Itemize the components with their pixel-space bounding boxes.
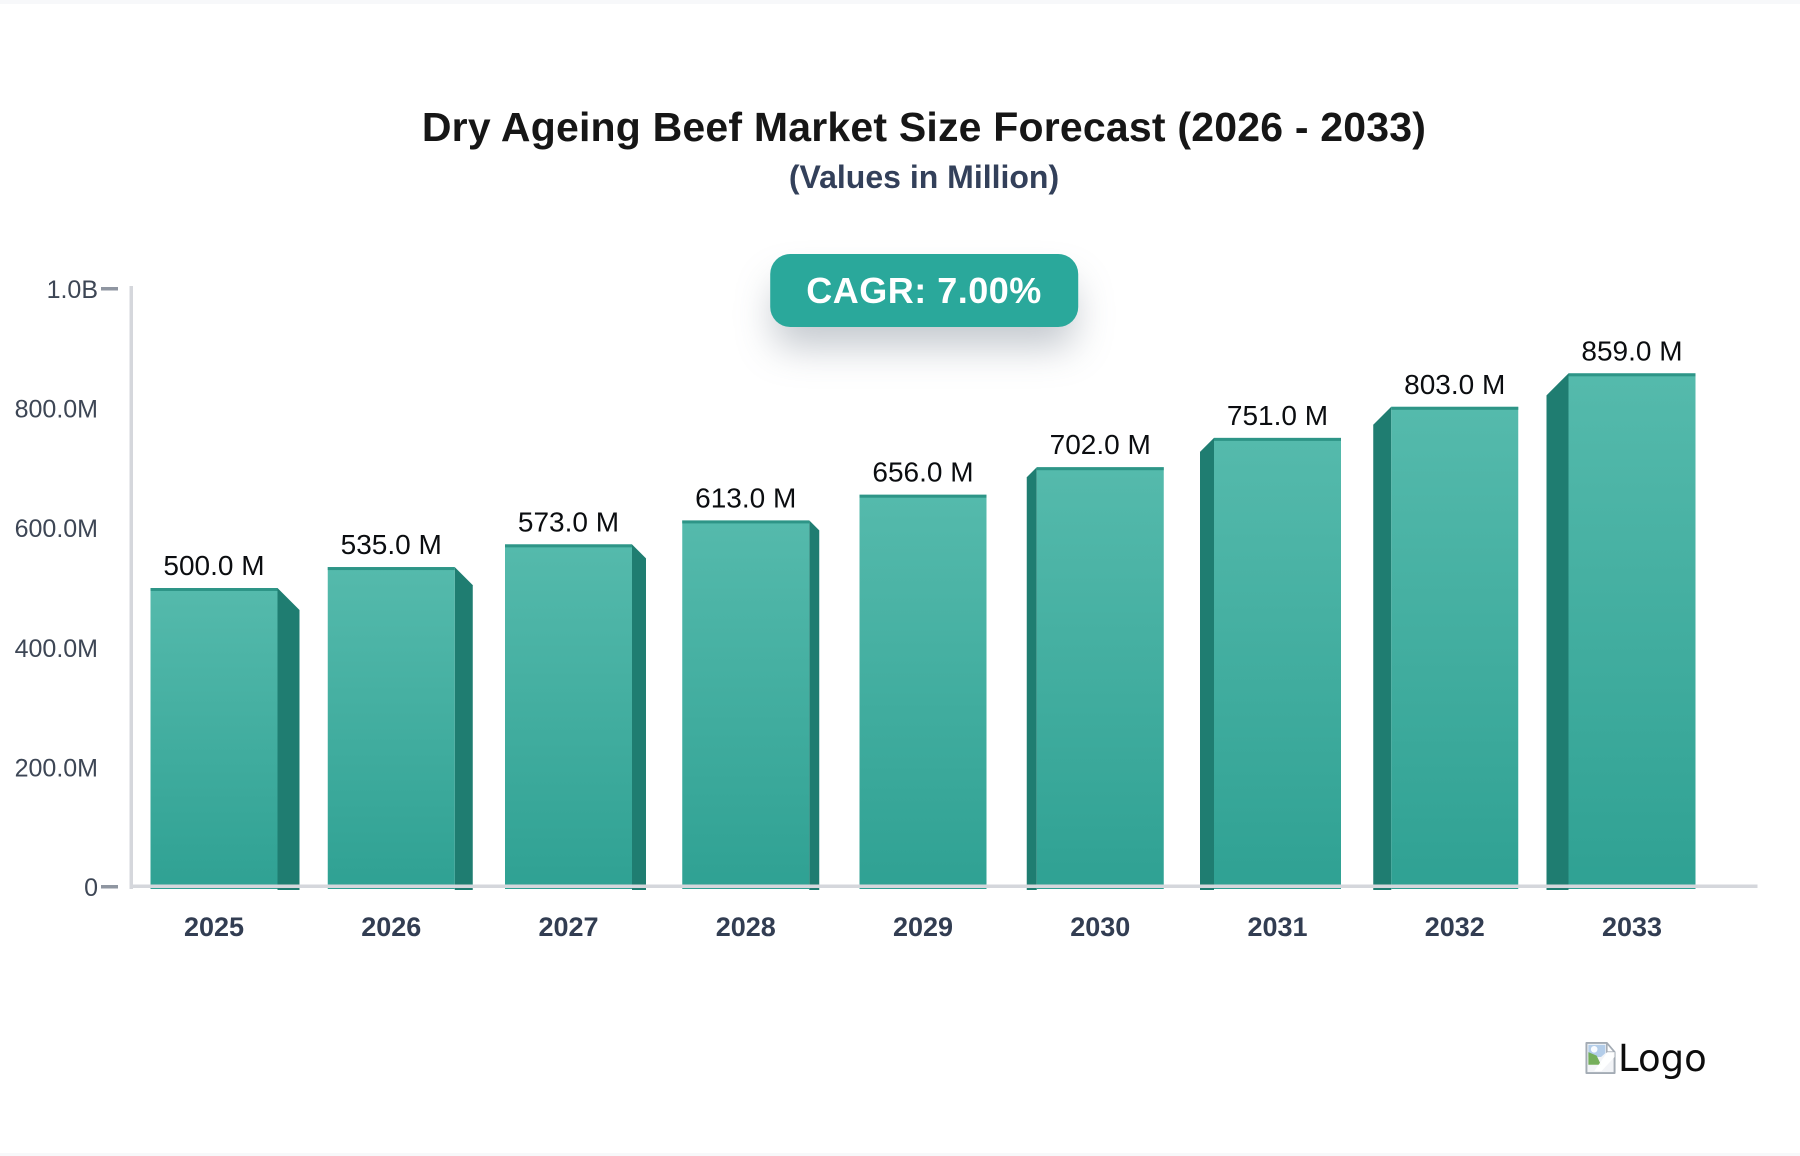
bar-front-face bbox=[859, 494, 987, 889]
bar-top-edge bbox=[1036, 467, 1164, 471]
bar-side-face bbox=[809, 520, 820, 890]
bar-front-face bbox=[1036, 467, 1164, 889]
value-label-2026: 535.0 M bbox=[341, 529, 442, 560]
bar-top-edge bbox=[1214, 437, 1341, 441]
bar-2026 bbox=[327, 567, 473, 890]
x-tick-label-2031: 2031 bbox=[1247, 912, 1307, 942]
bar-top-edge bbox=[859, 494, 987, 498]
bar-2025 bbox=[150, 588, 300, 890]
value-label-2027: 573.0 M bbox=[518, 506, 619, 537]
bar-side-face bbox=[1546, 373, 1569, 890]
y-tick-label-800.0M: 800.0M bbox=[15, 396, 98, 424]
bar-2027 bbox=[505, 544, 646, 890]
x-tick-label-2027: 2027 bbox=[538, 912, 598, 942]
bar-side-face bbox=[1200, 437, 1214, 890]
bar-front-face bbox=[682, 520, 810, 889]
cagr-badge: CAGR: 7.00% bbox=[770, 254, 1078, 327]
x-tick-label-2032: 2032 bbox=[1425, 912, 1485, 942]
y-tick-dash-1.0B bbox=[101, 287, 118, 291]
bar-side-face bbox=[1026, 467, 1037, 890]
bar-2031 bbox=[1200, 437, 1341, 890]
x-tick-label-2028: 2028 bbox=[716, 912, 776, 942]
bar-side-face bbox=[1373, 406, 1392, 890]
bar-front-face bbox=[1391, 406, 1519, 889]
bar-side-face bbox=[454, 567, 473, 890]
x-tick-label-2033: 2033 bbox=[1602, 912, 1662, 942]
bar-2028 bbox=[682, 520, 820, 890]
y-tick-label-600.0M: 600.0M bbox=[15, 515, 98, 543]
x-tick-label-2026: 2026 bbox=[361, 912, 421, 942]
y-tick-dash-0 bbox=[101, 885, 118, 889]
bar-top-edge bbox=[1568, 373, 1696, 377]
x-axis-line bbox=[129, 884, 1758, 888]
bar-2030 bbox=[1026, 467, 1164, 890]
bar-front-face bbox=[1214, 437, 1341, 889]
y-tick-label-1.0B: 1.0B bbox=[47, 276, 98, 304]
logo: Logo bbox=[1584, 1037, 1707, 1080]
value-label-2029: 656.0 M bbox=[872, 457, 973, 488]
page-bottom-border bbox=[0, 1153, 1800, 1156]
bar-top-edge bbox=[505, 544, 632, 548]
bar-front-face bbox=[1568, 373, 1696, 889]
x-tick-label-2025: 2025 bbox=[184, 912, 244, 942]
page-top-border bbox=[0, 0, 1800, 4]
bars-layer bbox=[150, 373, 1696, 890]
bar-top-edge bbox=[682, 520, 810, 524]
bar-front-face bbox=[327, 567, 455, 889]
x-tick-label-2029: 2029 bbox=[893, 912, 953, 942]
bar-top-edge bbox=[327, 567, 455, 571]
value-label-2025: 500.0 M bbox=[163, 550, 264, 581]
broken-image-icon bbox=[1585, 1041, 1616, 1075]
bar-2033 bbox=[1546, 373, 1696, 890]
bar-side-face bbox=[632, 544, 646, 890]
chart-subtitle: (Values in Million) bbox=[788, 159, 1060, 195]
labels-layer: 500.0 M 2025 535.0 M 2026 573.0 M 2027 613.0 M… bbox=[15, 276, 1683, 942]
bar-top-edge bbox=[1391, 406, 1519, 410]
value-label-2028: 613.0 M bbox=[695, 482, 796, 513]
y-axis-line bbox=[129, 286, 133, 889]
axis-layer bbox=[101, 286, 1758, 889]
bar-side-face bbox=[277, 588, 300, 890]
y-tick-label-400.0M: 400.0M bbox=[15, 635, 98, 663]
value-label-2030: 702.0 M bbox=[1050, 429, 1151, 460]
bar-2032 bbox=[1373, 406, 1519, 890]
bar-front-face bbox=[150, 588, 278, 889]
logo-alt-text: Logo bbox=[1618, 1037, 1707, 1080]
chart-title: Dry Ageing Beef Market Size Forecast (20… bbox=[421, 104, 1427, 150]
x-tick-label-2030: 2030 bbox=[1070, 912, 1130, 942]
value-label-2032: 803.0 M bbox=[1404, 369, 1505, 400]
bar-top-edge bbox=[150, 588, 278, 591]
value-label-2033: 859.0 M bbox=[1581, 335, 1682, 366]
bar-front-face bbox=[505, 544, 632, 889]
value-label-2031: 751.0 M bbox=[1227, 400, 1328, 431]
y-tick-label-0: 0 bbox=[84, 874, 98, 902]
bar-2029 bbox=[859, 494, 987, 889]
y-tick-label-200.0M: 200.0M bbox=[15, 754, 98, 782]
